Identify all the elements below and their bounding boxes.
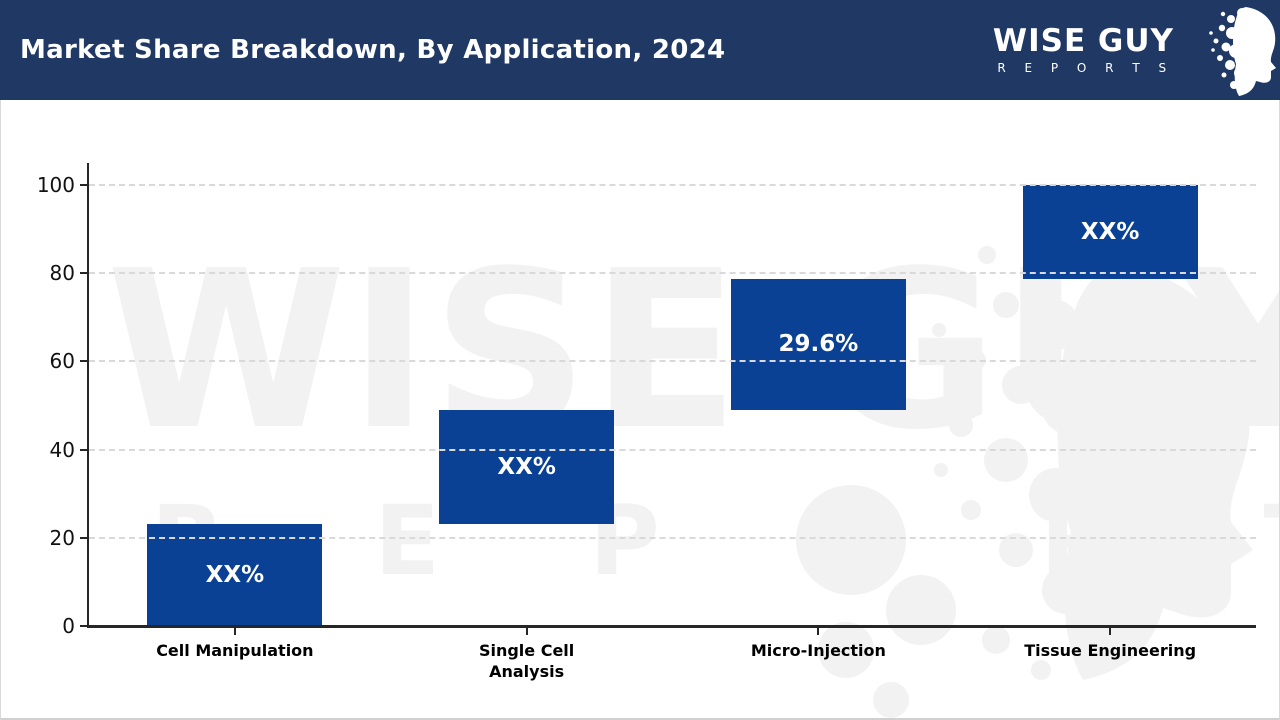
gridline-20 xyxy=(89,536,1256,539)
logo-wordmark: WISE GUY xyxy=(992,22,1174,59)
y-tick-label: 20 xyxy=(49,525,75,550)
logo-text: WISE GUY R E P O R T S xyxy=(992,22,1174,75)
x-category-label: Micro-Injection xyxy=(750,641,886,660)
wise-guy-logo: WISE GUY R E P O R T S xyxy=(993,0,1280,100)
y-tick-mark xyxy=(80,272,89,275)
gridline-80 xyxy=(89,272,1256,275)
gridline-60 xyxy=(89,360,1256,363)
x-category-label: Single Cell Analysis xyxy=(478,641,575,681)
x-category-label: Tissue Engineering xyxy=(1024,641,1197,660)
header: Market Share Breakdown, By Application, … xyxy=(0,0,1280,100)
bar-value-label: XX% xyxy=(205,561,265,588)
y-tick-label: 60 xyxy=(49,349,75,374)
y-axis-line xyxy=(87,163,89,626)
logo-face-icon xyxy=(1209,7,1276,96)
y-tick-mark xyxy=(80,536,89,539)
logo-subtitle: R E P O R T S xyxy=(997,60,1174,75)
y-tick-mark xyxy=(80,360,89,363)
y-tick-mark xyxy=(80,448,89,451)
x-category-label: Cell Manipulation xyxy=(156,641,314,660)
y-tick-label: 40 xyxy=(49,437,75,462)
bar-tissue-engineering: XX% xyxy=(1022,185,1198,279)
plot: 0 20 40 60 80 100 XX% Cell Manipulation XX% Singl… xyxy=(37,163,1256,681)
gridline-40 xyxy=(89,448,1256,451)
bar-single-cell-analysis: XX% xyxy=(439,409,615,524)
y-tick-mark xyxy=(80,625,89,627)
y-tick-label: 0 xyxy=(62,614,75,638)
y-tick-label: 80 xyxy=(49,261,75,286)
page-title: Market Share Breakdown, By Application, … xyxy=(20,35,726,65)
x-tick-mark xyxy=(1109,626,1112,635)
x-tick-mark xyxy=(233,626,236,635)
bar-value-label: XX% xyxy=(1080,219,1140,246)
bar-value-label: XX% xyxy=(497,453,556,480)
chart-area: WISE GUY R E P O R T S xyxy=(0,100,1280,720)
bar-micro-injection: 29.6% xyxy=(730,278,906,410)
bar-value-label: 29.6% xyxy=(778,331,859,358)
bar-cell-manipulation: XX% xyxy=(147,523,323,626)
gridline-100 xyxy=(89,184,1256,187)
x-tick-mark xyxy=(817,626,820,635)
y-tick-label: 100 xyxy=(36,173,75,198)
x-tick-mark xyxy=(525,626,528,635)
y-tick-mark xyxy=(80,184,89,187)
x-axis-line xyxy=(87,625,1256,628)
